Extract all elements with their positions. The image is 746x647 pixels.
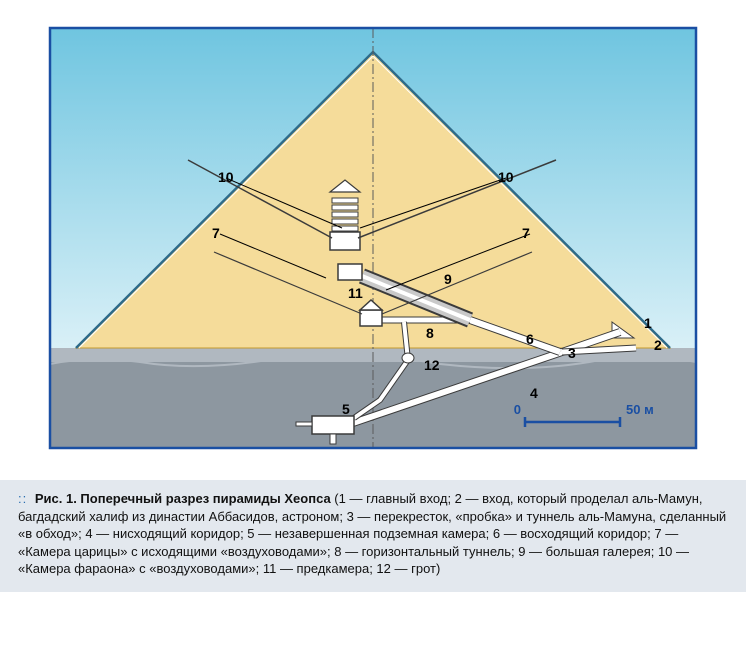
diagram-label-7: 7 <box>212 225 220 241</box>
figure-wrap: 123456778910101112050 м :: Рис. 1. Попер… <box>0 0 746 592</box>
scale-zero: 0 <box>514 402 521 417</box>
diagram-label-8: 8 <box>426 325 434 341</box>
diagram-label-2: 2 <box>654 337 662 353</box>
pyramid-cross-section-diagram: 123456778910101112050 м <box>0 0 746 480</box>
diagram-label-4: 4 <box>530 385 538 401</box>
diagram-label-11: 11 <box>348 285 363 301</box>
caption-title: Рис. 1. Поперечный разрез пирамиды Хеопс… <box>35 491 331 506</box>
diagram-svg: 123456778910101112050 м <box>0 0 746 480</box>
scale-max: 50 м <box>626 402 654 417</box>
caption-bullets: :: <box>18 491 27 506</box>
diagram-label-10: 10 <box>218 169 234 185</box>
diagram-label-9: 9 <box>444 271 452 287</box>
diagram-label-12: 12 <box>424 357 440 373</box>
diagram-label-7b: 7 <box>522 225 530 241</box>
figure-caption: :: Рис. 1. Поперечный разрез пирамиды Хе… <box>0 480 746 592</box>
diagram-label-3: 3 <box>568 345 576 361</box>
diagram-label-10b: 10 <box>498 169 514 185</box>
diagram-label-6: 6 <box>526 331 534 347</box>
diagram-label-5: 5 <box>342 401 350 417</box>
diagram-label-1: 1 <box>644 315 652 331</box>
